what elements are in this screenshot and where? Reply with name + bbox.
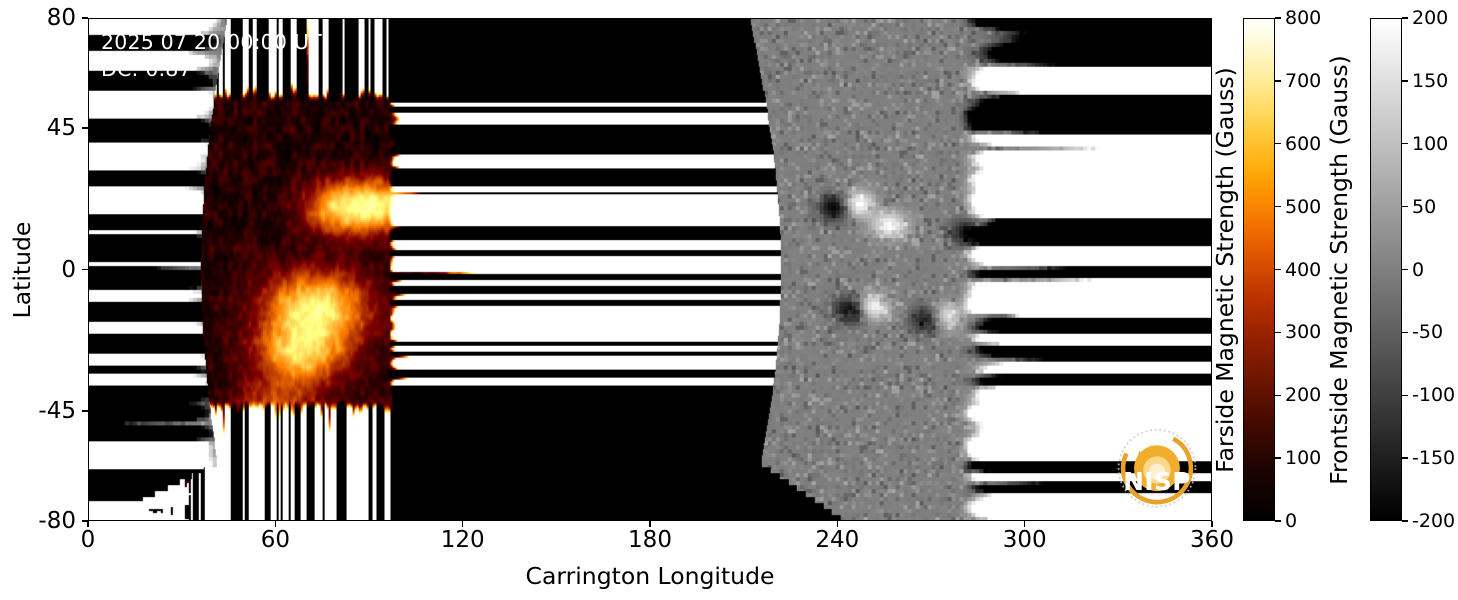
colorbar-tick (1402, 331, 1408, 334)
colorbar-tick-label: 200 (1285, 384, 1322, 407)
x-tick-label: 300 (1002, 527, 1047, 553)
colorbar-tick (1402, 457, 1408, 459)
x-tick (87, 521, 89, 527)
x-tick-label: 180 (628, 527, 672, 553)
y-tick-label: 0 (61, 256, 76, 283)
y-tick-label: 45 (46, 115, 76, 142)
colorbar-tick (1275, 394, 1281, 396)
colorbar-tick-label: 600 (1285, 132, 1322, 155)
colorbar-tick (1402, 205, 1408, 208)
y-tick (82, 17, 88, 19)
frontside-colorbar[interactable] (1370, 18, 1402, 521)
colorbar-tick (1402, 394, 1408, 396)
colorbar-tick (1402, 520, 1408, 522)
y-axis-label: Latitude (8, 221, 36, 319)
colorbar-tick-label: -50 (1412, 321, 1444, 344)
colorbar-tick-label: 100 (1285, 447, 1322, 470)
colorbar-tick-label: 0 (1412, 258, 1425, 281)
colorbar-tick-label: 500 (1285, 195, 1322, 218)
x-tick (649, 521, 651, 527)
x-tick (836, 521, 839, 527)
colorbar-tick (1275, 520, 1281, 522)
colorbar-tick (1275, 80, 1281, 82)
y-tick (82, 520, 88, 522)
colorbar-tick (1402, 80, 1408, 82)
colorbar-tick (1275, 331, 1281, 334)
y-tick-label: 80 (46, 5, 76, 31)
farside-colorbar-label: Farside Magnetic Strength (Gauss) (1211, 67, 1239, 473)
nisp-logo: NISP (1117, 428, 1197, 508)
y-tick-label: -80 (38, 508, 76, 534)
colorbar-tick-label: -100 (1412, 384, 1456, 407)
y-tick-label: -45 (38, 397, 76, 424)
colorbar-tick (1275, 268, 1281, 271)
colorbar-tick-label: 0 (1285, 510, 1298, 532)
y-tick (82, 268, 88, 271)
x-tick-label: 240 (815, 527, 860, 553)
colorbar-tick-label: -200 (1412, 510, 1456, 532)
map-plot-area[interactable]: 2025 07 20 00:00 UT DC: 0.87 NISP (88, 18, 1212, 521)
colorbar-tick (1402, 143, 1408, 145)
x-tick-label: 120 (440, 527, 485, 553)
x-tick (461, 521, 464, 527)
colorbar-tick-label: -150 (1412, 447, 1456, 470)
colorbar-tick (1275, 143, 1281, 145)
colorbar-tick-label: 700 (1285, 69, 1322, 92)
colorbar-tick (1402, 268, 1408, 271)
y-tick (82, 127, 88, 129)
x-tick (274, 521, 277, 527)
colorbar-tick (1275, 17, 1281, 19)
x-tick (1023, 521, 1026, 527)
colorbar-tick (1402, 17, 1408, 19)
farside-colorbar[interactable] (1243, 18, 1275, 521)
colorbar-tick-label: 200 (1412, 7, 1449, 29)
frontside-colorbar-label: Frontside Magnetic Strength (Gauss) (1325, 55, 1353, 485)
x-tick-label: 360 (1190, 527, 1234, 553)
colorbar-tick (1275, 457, 1281, 459)
x-tick-label: 0 (80, 527, 96, 553)
colorbar-tick-label: 300 (1285, 321, 1322, 344)
colorbar-tick (1275, 205, 1281, 208)
colorbar-tick-label: 50 (1412, 195, 1437, 218)
y-tick (82, 410, 88, 412)
svg-text:NISP: NISP (1123, 467, 1191, 496)
colorbar-tick-label: 150 (1412, 69, 1449, 92)
colorbar-tick-label: 400 (1285, 258, 1322, 281)
x-axis-label: Carrington Longitude (525, 562, 775, 590)
magnetogram-canvas (89, 19, 1211, 520)
x-tick-label: 60 (260, 527, 290, 553)
x-tick (1211, 521, 1213, 527)
magnetogram-image (89, 19, 1211, 520)
colorbar-tick-label: 800 (1285, 7, 1322, 29)
colorbar-tick-label: 100 (1412, 132, 1449, 155)
